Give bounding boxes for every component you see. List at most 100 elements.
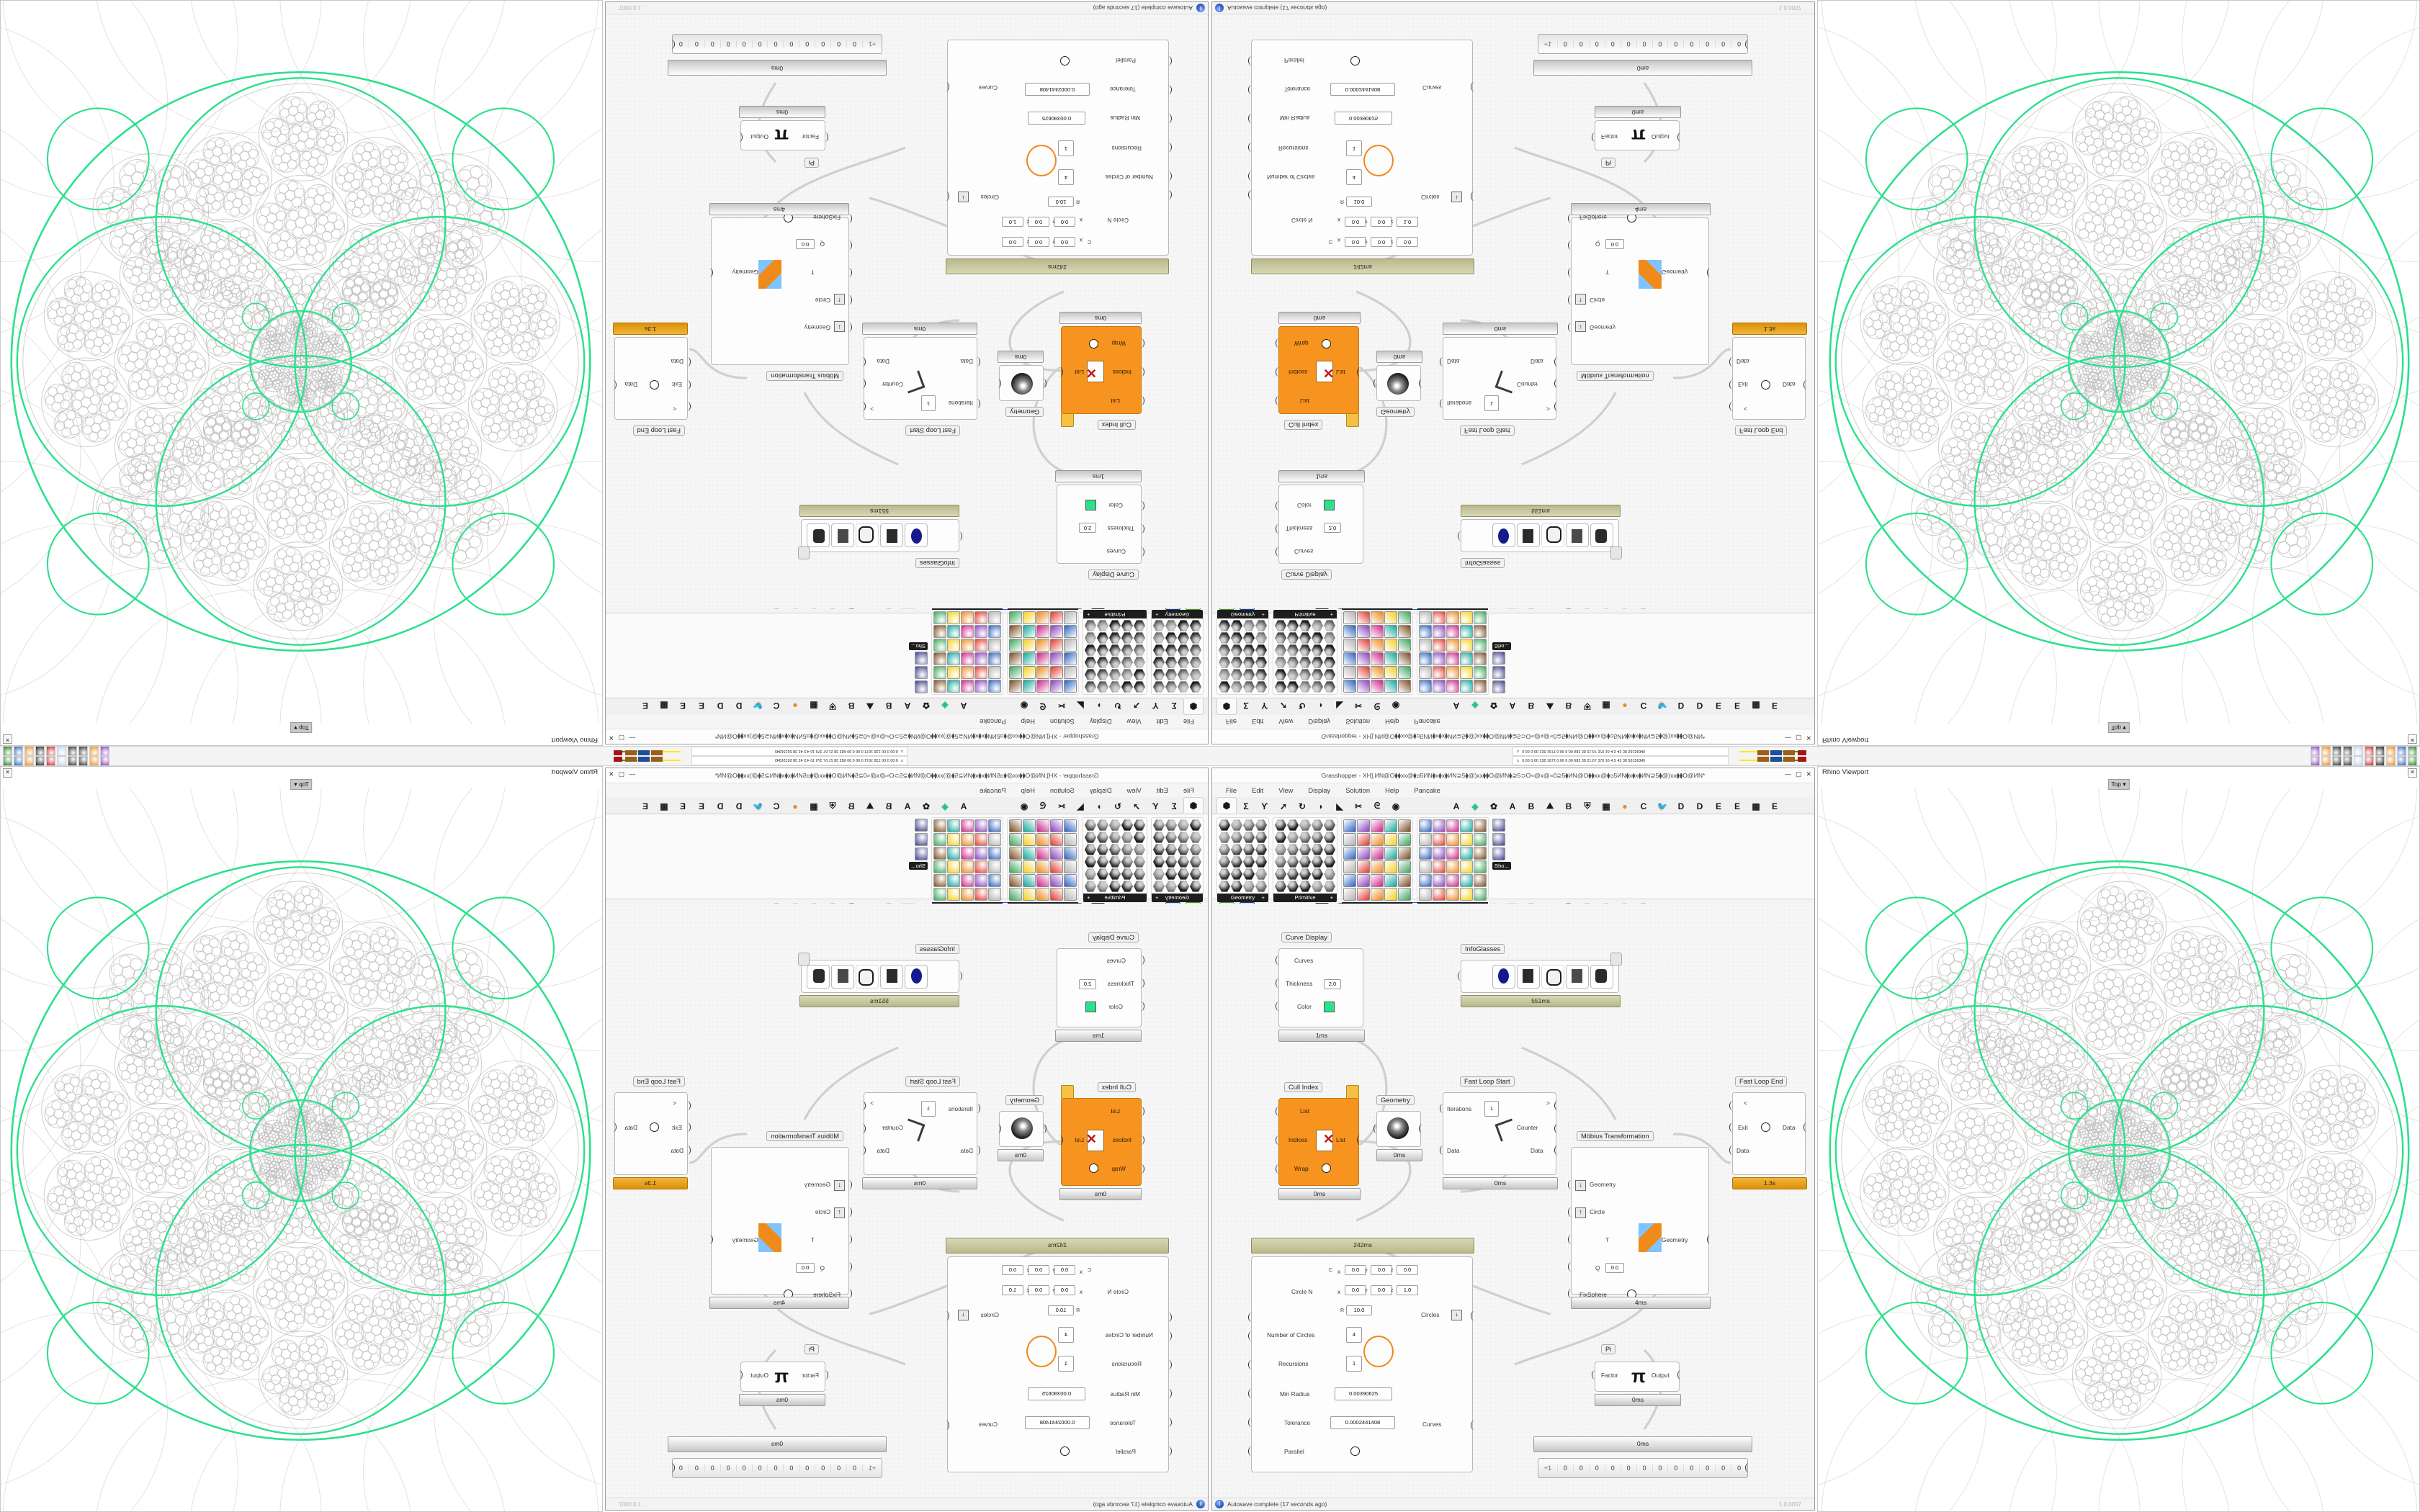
component-icon[interactable] [1085,681,1096,693]
digit-cell-0[interactable]: +1 [862,40,882,48]
ribbon-tab-r12[interactable]: D [735,701,743,711]
input-port[interactable] [1139,501,1144,510]
ribbon-group-icons[interactable] [1008,610,1078,694]
component-icon[interactable] [1153,657,1165,668]
component-icon[interactable] [1165,620,1177,631]
close-icon[interactable]: ✕ [609,734,614,742]
grasshopper-window[interactable]: Grasshopper - XH].ИN@O⧫⧫xx@⧫ᴝ5ИN⧫x⧫x⧫ИN⊇… [1211,1,1815,744]
component-icon[interactable] [1009,680,1022,693]
component-icon[interactable] [1097,669,1108,680]
maximize-icon[interactable]: ▢ [1795,734,1802,742]
input-port[interactable] [1166,56,1172,66]
taskbar-app-icon[interactable] [2311,746,2320,756]
component-icon[interactable] [1085,657,1096,668]
input-port[interactable] [1139,367,1144,377]
component-icon[interactable] [1121,620,1133,631]
input-port[interactable] [846,295,852,305]
component-icon[interactable] [1109,657,1121,668]
component-icon[interactable] [1050,680,1063,693]
input-port[interactable] [1139,396,1144,405]
component-icon[interactable] [933,666,946,679]
component-icon[interactable] [1050,611,1063,624]
menu-item-edit[interactable]: Edit [1156,718,1168,726]
digit-cell-11[interactable]: 0 [688,40,704,48]
component-icon[interactable] [1109,681,1121,693]
component-icon[interactable] [1134,620,1145,631]
component-icon[interactable] [988,611,1001,624]
ribbon-tab-r9[interactable]: ● [792,701,798,711]
menu-item-solution[interactable]: Solution [1049,718,1075,726]
component-icon[interactable] [1023,666,1036,679]
input-port[interactable] [685,402,691,411]
component-icon[interactable] [1036,625,1049,638]
ribbon-tab-2[interactable]: Ƴ [1152,701,1159,711]
component-icon[interactable] [1023,652,1036,665]
ribbon-tab-r17[interactable]: E [642,701,649,711]
ribbon-tab-1[interactable]: Σ [1171,701,1177,711]
component-icon[interactable] [1023,680,1036,693]
input-port[interactable] [846,268,852,277]
component-icon[interactable] [1165,644,1177,656]
ribbon-tab-r10[interactable]: C [773,701,780,711]
component-icon[interactable] [974,639,987,652]
grasshopper-titlebar[interactable]: Grasshopper - XH].ИN@O⧫⧫xx@⧫ᴝ5ИN⧫x⧫x⧫ИN⊇… [1212,729,1814,744]
component-icon[interactable] [974,611,987,624]
digit-cell-2[interactable]: 0 [830,40,847,48]
component-icon[interactable] [1009,625,1022,638]
taskbar-icon-tray[interactable] [3,746,109,756]
component-icon[interactable] [933,652,946,665]
ribbon-tab-r11[interactable]: 🐦 [752,701,763,711]
component-icon[interactable] [1190,681,1201,693]
digit-cell-5[interactable]: 0 [783,40,799,48]
component-icon[interactable] [1009,611,1022,624]
component-icon[interactable] [1153,681,1165,693]
taskbar-app-icon[interactable] [100,746,109,756]
ribbon-group-input[interactable]: Input [1007,601,1079,695]
component-icon[interactable] [1178,657,1189,668]
input-port[interactable] [1139,547,1144,557]
component-icon[interactable] [1178,620,1189,631]
component-icon[interactable] [1097,620,1108,631]
component-icon[interactable] [1097,644,1108,656]
taskbar-app-icon[interactable] [2365,746,2374,756]
component-icon[interactable] [961,639,974,652]
input-port[interactable] [1139,338,1144,348]
digit-cell-12[interactable]: 0 [672,40,689,48]
component-icon[interactable] [1064,611,1077,624]
component-icon[interactable] [1165,632,1177,644]
value-n-x[interactable]: 0.0 [1054,217,1075,227]
input-port[interactable] [846,323,852,332]
ribbon-tab-r15[interactable]: E [680,701,686,711]
ribbon-tab-r4[interactable]: B [885,701,892,711]
menu-item-help[interactable]: Help [1021,718,1035,726]
input-port[interactable] [974,399,980,408]
component-icon[interactable] [1050,666,1063,679]
component-icon[interactable] [947,625,960,638]
ribbon-tab-4[interactable]: ↻ [1113,701,1122,711]
component-icon[interactable] [961,666,974,679]
component-icon[interactable] [1109,644,1121,656]
digit-scroller-track[interactable]: +1 0 0 0 0 0 0 0 0 0 0 0 0 [672,34,882,54]
component-icon[interactable] [1064,625,1077,638]
taskbar-app-icon[interactable] [2321,746,2331,756]
value-c-z[interactable]: 0.0 [1002,237,1023,247]
grasshopper-window[interactable]: Grasshopper - XH].ИN@O⧫⧫xx@⧫ᴝ5ИN⧫x⧫x⧫ИN⊇… [605,1,1209,744]
palette-icon[interactable] [915,666,928,679]
component-icon[interactable] [1036,652,1049,665]
component-icon[interactable] [1121,644,1133,656]
digit-cell-3[interactable]: 0 [815,40,831,48]
ribbon-tab-r5[interactable]: ⛰ [866,701,874,711]
close-icon[interactable]: ✕ [1806,734,1811,742]
component-icon[interactable] [1178,669,1189,680]
taskbar-app-icon[interactable] [35,746,45,756]
component-icon[interactable] [1097,657,1108,668]
component-icon[interactable] [974,652,987,665]
value-c-y[interactable]: 0.0 [1028,237,1049,247]
input-port[interactable] [823,132,828,142]
component-icon[interactable] [1085,632,1096,644]
component-icon[interactable] [961,680,974,693]
ribbon-tab-r2[interactable]: ✿ [922,701,931,711]
ribbon-group-icons[interactable] [1083,618,1147,694]
component-icon[interactable] [988,680,1001,693]
component-icon[interactable] [947,611,960,624]
